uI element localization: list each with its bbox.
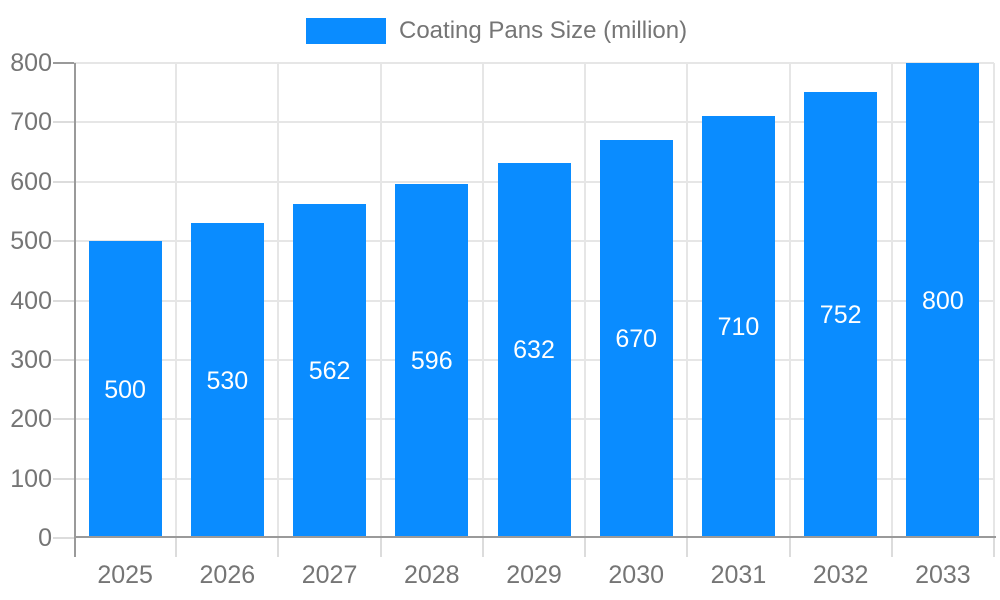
x-axis-tick [993,538,995,557]
v-gridline [686,63,689,538]
y-axis-tick [53,537,74,539]
h-gridline [74,62,994,64]
x-axis-tick [175,538,178,557]
bar-value-label: 710 [717,313,760,342]
bar-value-label: 632 [513,336,555,365]
h-gridline [74,121,994,124]
v-gridline [993,63,995,538]
x-axis-label: 2029 [506,561,562,589]
bar[interactable] [906,63,980,538]
bar-value-label: 530 [206,366,249,395]
x-axis-tick [379,538,382,557]
y-axis-label: 300 [10,345,52,374]
x-axis-line [74,536,996,538]
bar[interactable] [804,91,878,538]
y-axis-label: 700 [10,108,52,137]
bar[interactable] [190,223,264,538]
bar-value-label: 752 [819,300,862,329]
v-gridline [788,63,791,538]
v-gridline [277,63,280,538]
bar-value-label: 800 [922,286,964,315]
y-axis-tick [53,358,74,361]
y-axis-label: 800 [10,49,52,77]
bar[interactable] [88,241,162,538]
y-axis-tick [53,418,74,421]
x-axis-tick [686,538,689,557]
v-gridline [175,63,178,538]
y-axis-label: 100 [10,464,52,493]
x-axis-label: 2027 [301,561,358,589]
bar[interactable] [293,204,367,538]
legend-swatch[interactable] [306,18,386,44]
bar-value-label: 500 [104,375,146,404]
y-axis-label: 200 [10,405,52,434]
y-axis-label: 500 [10,227,52,256]
bar-value-label: 670 [615,325,658,354]
bar-value-label: 596 [410,347,453,376]
plot-area: 0 100 200 300 400 500 600 700 800 500 2025 530 2026 5… [10,49,996,589]
v-gridline [890,63,893,538]
v-gridline [379,63,382,538]
y-axis-label: 600 [10,167,52,196]
y-axis-tick [53,299,74,302]
bar[interactable] [395,184,469,538]
x-axis-label: 2032 [812,561,869,589]
x-axis-tick [277,538,280,557]
x-axis-label: 2026 [199,561,256,589]
y-axis-tick [53,180,74,183]
y-axis-tick [53,477,74,480]
y-axis-tick [53,121,74,124]
y-axis-line [74,63,76,557]
bar[interactable] [497,162,571,538]
x-axis-label: 2025 [97,561,153,589]
bar[interactable] [701,116,775,538]
x-axis-tick [481,538,484,557]
x-axis-tick [788,538,791,557]
bar-value-label: 562 [308,357,351,386]
v-gridline [481,63,484,538]
y-axis-label: 0 [38,524,52,552]
x-axis-label: 2028 [403,561,460,589]
x-axis-label: 2030 [608,561,665,589]
y-axis-tick [53,240,74,243]
bar[interactable] [599,140,673,538]
v-gridline [584,63,587,538]
x-axis-tick [890,538,893,557]
x-axis-label: 2031 [710,561,767,589]
x-axis-tick [584,538,587,557]
legend-label: Coating Pans Size (million) [399,17,688,44]
legend[interactable]: Coating Pans Size (million) [306,17,688,44]
y-axis-label: 400 [10,286,52,315]
x-axis-label: 2033 [915,561,971,589]
y-axis-tick [53,62,74,64]
